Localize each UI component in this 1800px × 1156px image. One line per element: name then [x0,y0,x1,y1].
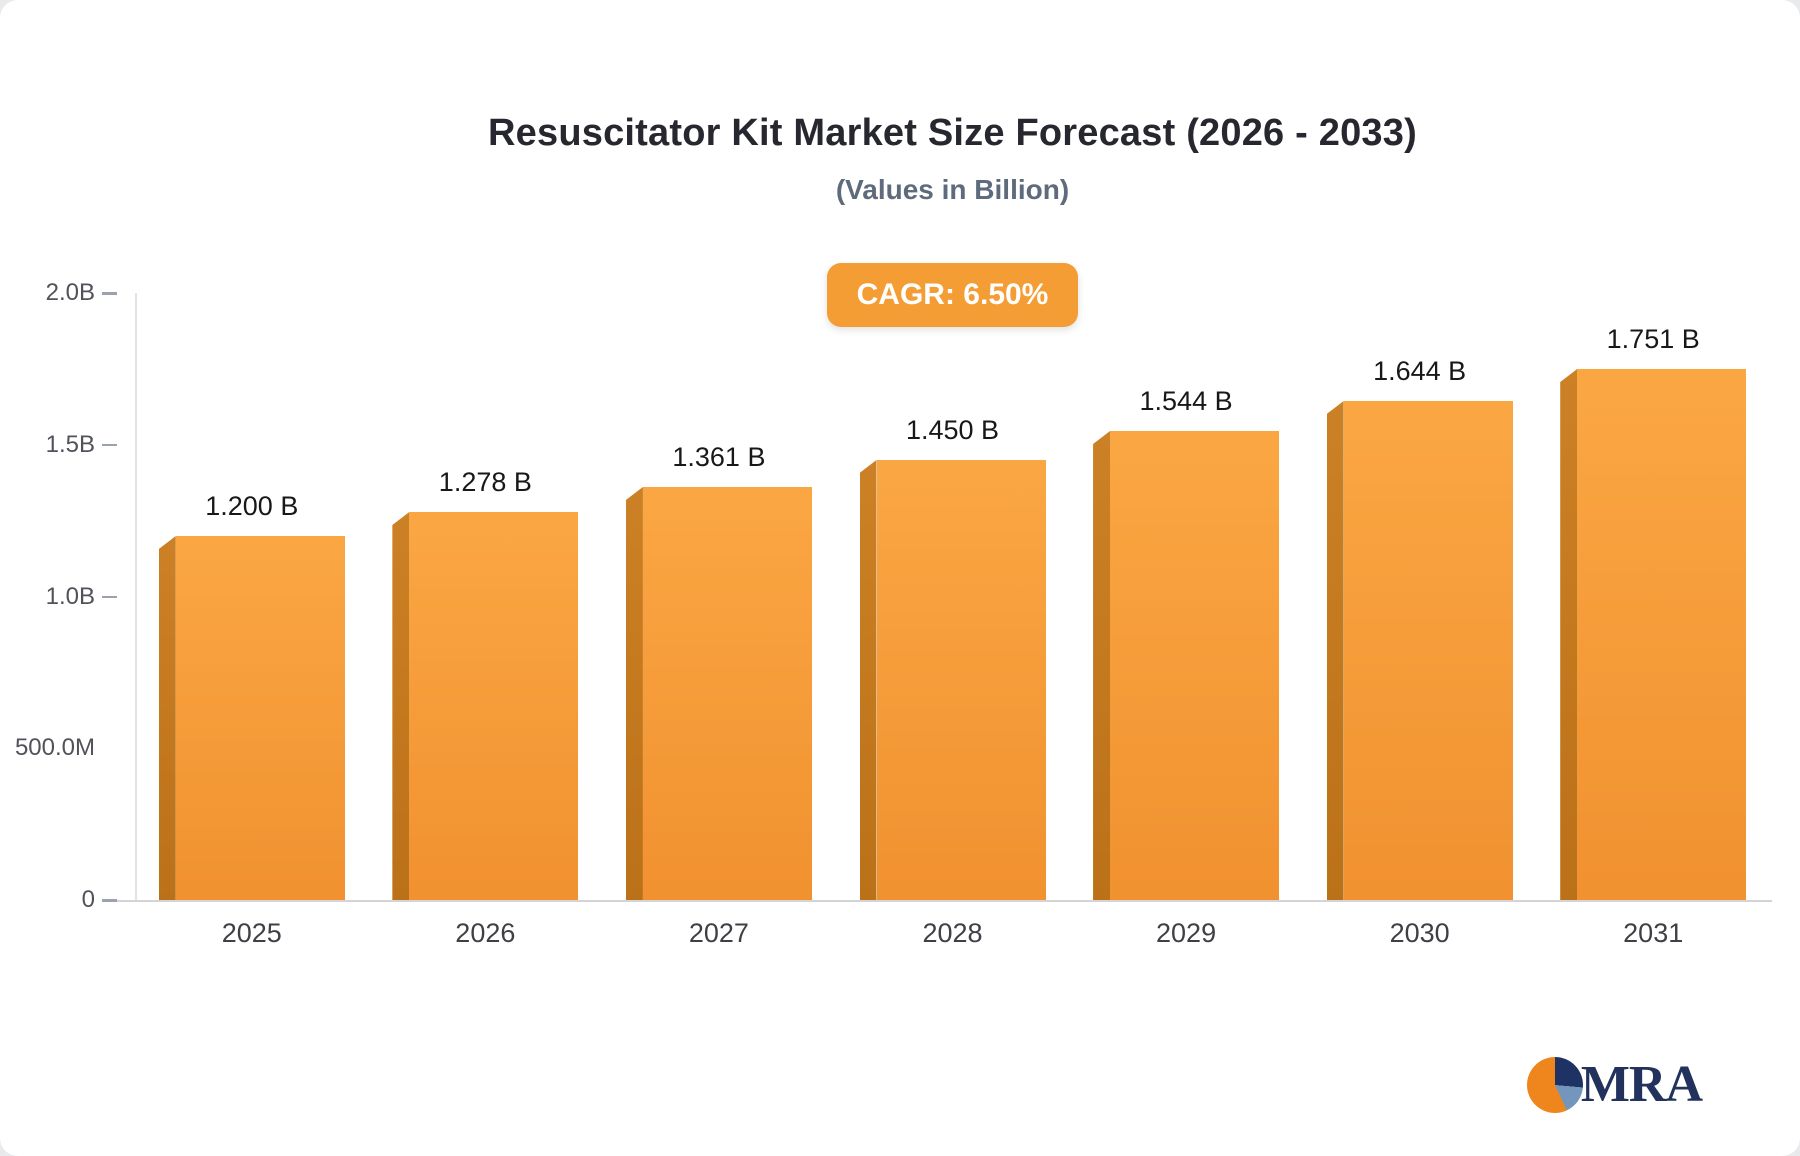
bar-2027 [625,487,812,900]
bar-2031 [1560,369,1747,900]
x-axis-label: 2028 [922,918,983,948]
bar-value-label: 1.361 B [672,442,766,472]
y-axis-label: 1.5B [45,430,95,458]
bar-front-face [1343,401,1513,900]
bar-value-label: 1.751 B [1606,324,1700,354]
bar-2026 [392,512,579,900]
bar-2030 [1326,401,1513,900]
cagr-badge: CAGR: 6.50% [826,263,1079,327]
bar-2029 [1093,431,1280,900]
bar-2025 [158,536,345,900]
bar-side-face [1560,369,1578,900]
mra-logo-text: MRA [1580,1056,1703,1113]
bar-front-face [642,487,812,900]
chart-title: Resuscitator Kit Market Size Forecast (2… [488,112,1417,154]
x-axis-label: 2027 [688,918,749,948]
bar-value-label: 1.200 B [205,491,299,521]
bar-front-face [1110,431,1280,900]
y-axis-label: 1.0B [45,582,95,610]
y-axis-tick [102,899,117,902]
bar-front-face [175,536,345,900]
x-axis-label: 2026 [455,918,516,948]
y-axis-line [135,293,137,900]
bar-front-face [1577,369,1747,900]
bar-side-face [1326,401,1344,900]
x-axis-line [113,899,1772,902]
bar-value-label: 1.278 B [438,467,532,497]
bar-value-label: 1.644 B [1373,356,1467,386]
bar-side-face [1093,431,1111,900]
bar-value-label: 1.450 B [905,415,1000,445]
plot-area: 1.200 B 2025 1.278 B 2026 1.361 B 2027 1.450 B… [15,279,1772,948]
x-axis-label: 2029 [1156,918,1217,948]
bar-value-label: 1.544 B [1139,386,1233,416]
y-axis-tick [102,443,117,447]
y-axis-label: 500.0M [14,734,95,762]
bar-side-face [625,487,643,900]
bar-front-face [409,512,579,900]
bar-side-face [158,536,176,900]
cagr-badge-wrap: CAGR: 6.50% [135,263,1770,327]
bar-2028 [859,460,1046,900]
x-axis-label: 2025 [221,918,282,948]
bar-side-face [859,460,877,900]
bar-front-face [876,460,1046,900]
bar-side-face [392,512,410,900]
x-axis-label: 2030 [1389,918,1450,948]
y-axis-tick [102,595,117,598]
y-axis-label: 2.0B [45,279,95,306]
x-axis-label: 2031 [1623,918,1684,948]
y-axis-label: 0 [81,886,95,913]
y-axis-tick [102,292,117,295]
mra-logo-pie-icon [1526,1056,1583,1113]
mra-logo: MRA [1526,1055,1703,1114]
chart-subtitle: (Values in Billion) [835,174,1070,205]
